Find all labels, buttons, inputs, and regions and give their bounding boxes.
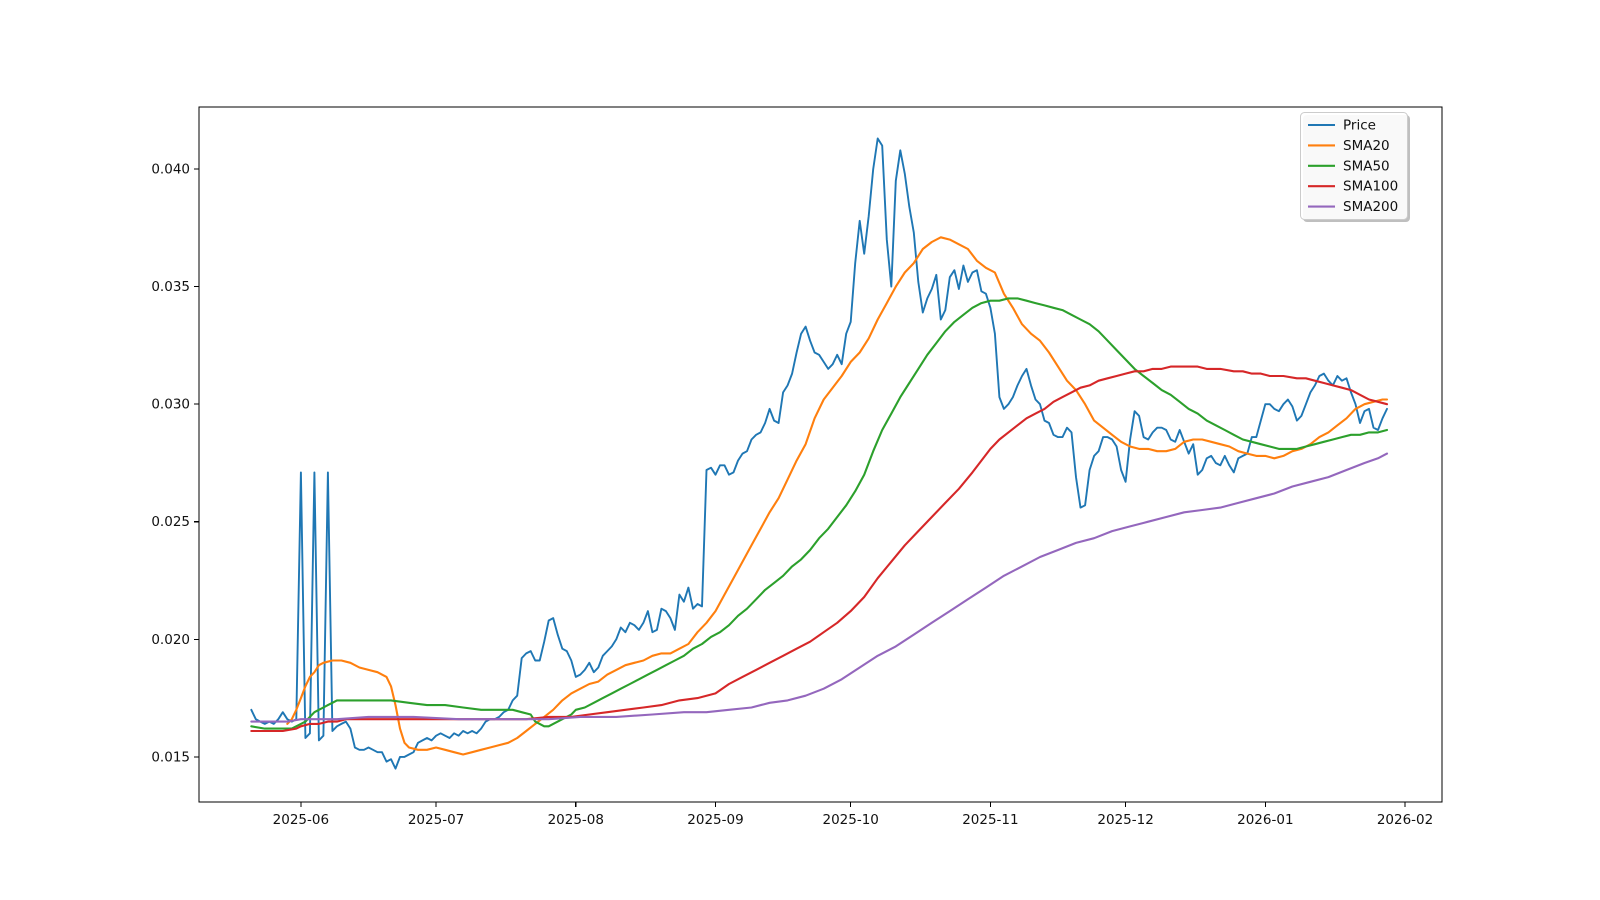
y-tick-label: 0.040 [151,162,190,178]
series-sma20-line [286,236,1389,756]
legend-box [1300,112,1408,220]
x-tick-label: 2026-02 [1377,812,1433,828]
legend-label-sma50: SMA50 [1343,158,1390,174]
x-tick-label: 2026-01 [1237,812,1293,828]
x-tick-label: 2025-12 [1097,812,1153,828]
x-tick-label: 2025-07 [408,812,464,828]
y-tick-label: 0.025 [151,514,190,530]
legend: Price SMA20 SMA50 SMA100 SMA200 [1300,112,1410,222]
legend-label-sma20: SMA20 [1343,138,1390,154]
x-tick-label: 2025-09 [687,812,743,828]
series-lines [250,137,1389,770]
y-axis: 0.015 0.020 0.025 0.030 0.035 0.040 [151,162,199,765]
x-tick-label: 2025-08 [548,812,604,828]
series-price-line [250,137,1388,770]
x-tick-label: 2025-10 [822,812,878,828]
y-tick-label: 0.035 [151,279,190,295]
plot-border [198,106,1443,803]
x-tick-label: 2025-11 [962,812,1018,828]
series-sma200-line [250,452,1389,723]
x-axis: 2025-06 2025-07 2025-08 2025-09 2025-10 2025-… [273,802,1433,828]
y-tick-label: 0.020 [151,632,190,648]
legend-label-sma100: SMA100 [1343,179,1398,195]
series-sma50-line [250,297,1389,730]
x-tick-label: 2025-06 [273,812,329,828]
y-tick-label: 0.015 [151,749,190,765]
legend-label-sma200: SMA200 [1343,199,1398,215]
legend-label-price: Price [1343,118,1376,134]
y-tick-label: 0.030 [151,397,190,413]
